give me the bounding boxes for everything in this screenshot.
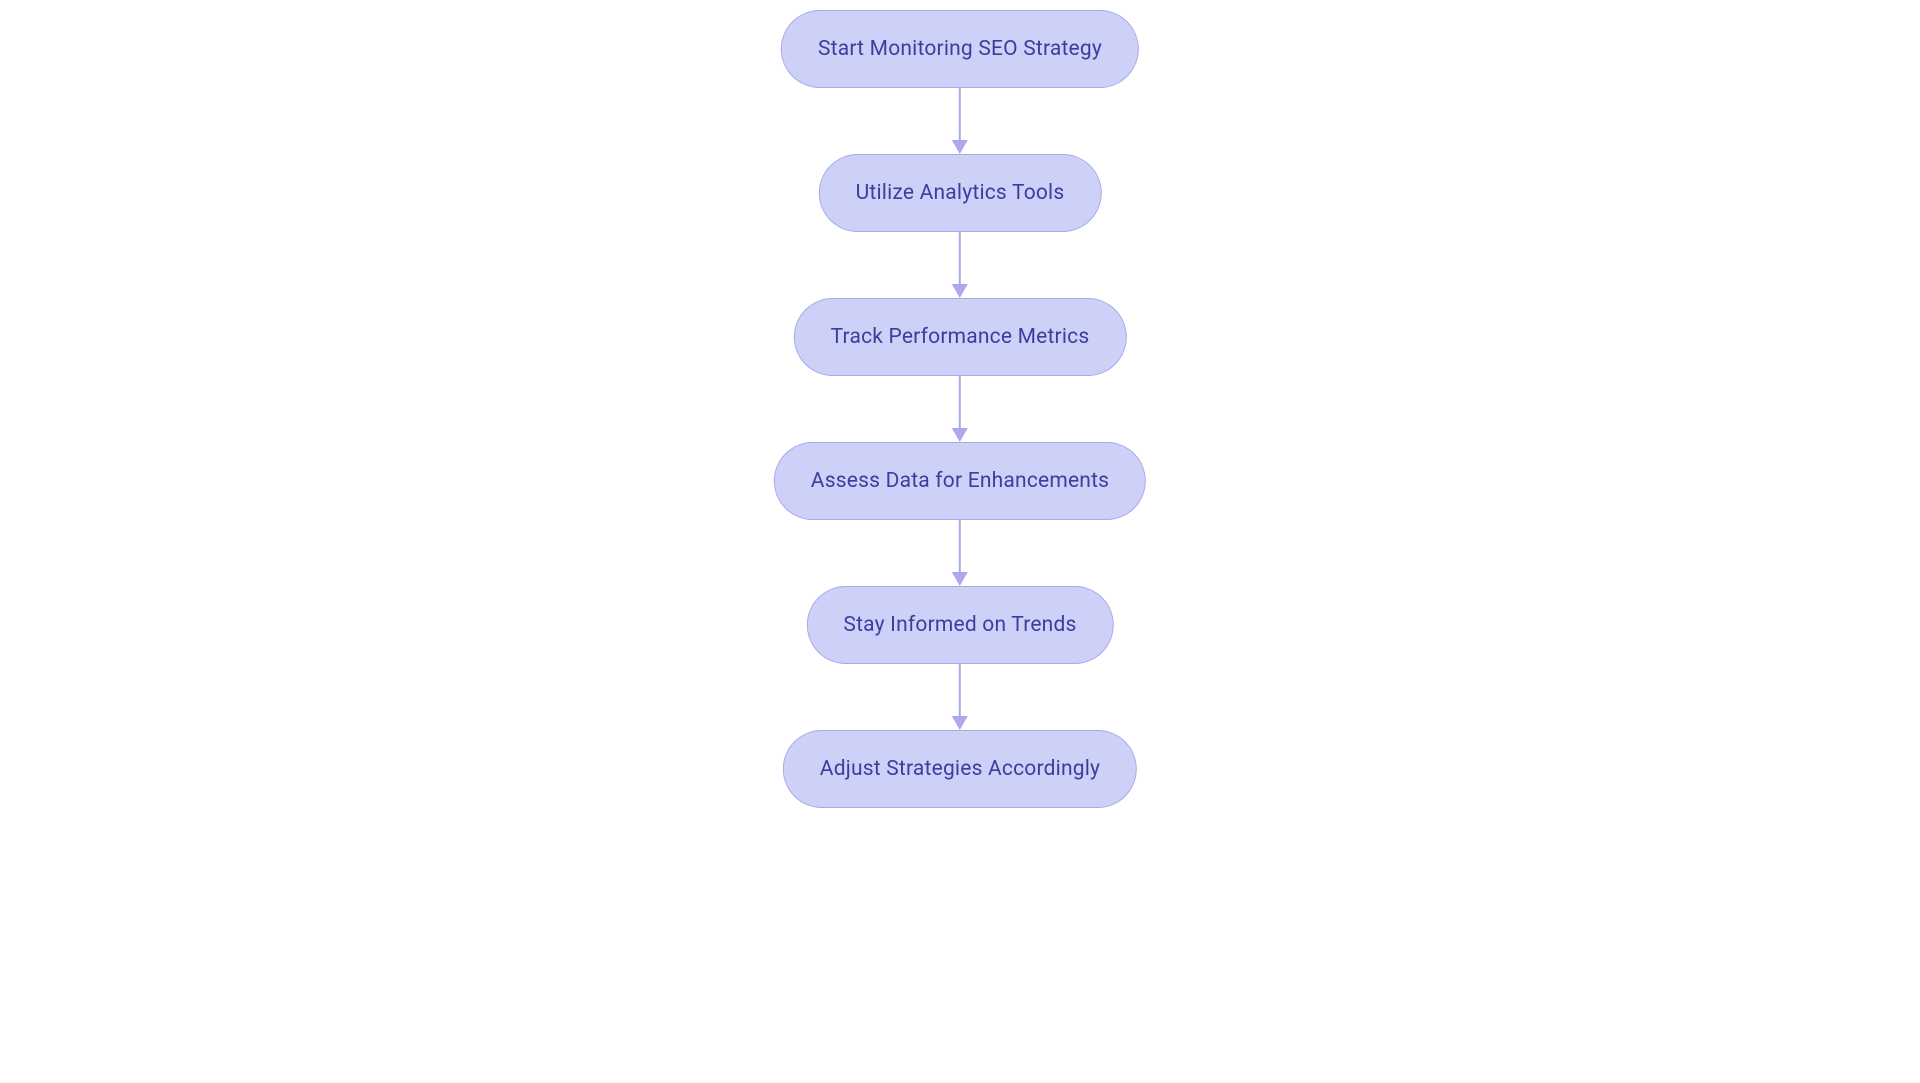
flowchart-node: Stay Informed on Trends (806, 586, 1113, 664)
arrow-head-icon (952, 284, 968, 298)
flowchart-arrow (952, 664, 968, 730)
node-label: Adjust Strategies Accordingly (820, 757, 1100, 781)
seo-flowchart: Start Monitoring SEO Strategy Utilize An… (774, 10, 1146, 808)
flowchart-node: Start Monitoring SEO Strategy (781, 10, 1139, 88)
node-label: Stay Informed on Trends (843, 613, 1076, 637)
arrow-line (959, 520, 961, 572)
flowchart-arrow (952, 520, 968, 586)
arrow-line (959, 232, 961, 284)
flowchart-node: Adjust Strategies Accordingly (783, 730, 1137, 808)
arrow-line (959, 376, 961, 428)
node-label: Utilize Analytics Tools (856, 181, 1065, 205)
flowchart-arrow (952, 88, 968, 154)
node-label: Assess Data for Enhancements (811, 469, 1109, 493)
node-label: Track Performance Metrics (831, 325, 1090, 349)
arrow-head-icon (952, 716, 968, 730)
arrow-line (959, 664, 961, 716)
arrow-head-icon (952, 140, 968, 154)
arrow-line (959, 88, 961, 140)
flowchart-node: Track Performance Metrics (794, 298, 1127, 376)
flowchart-arrow (952, 232, 968, 298)
arrow-head-icon (952, 572, 968, 586)
flowchart-node: Utilize Analytics Tools (819, 154, 1102, 232)
flowchart-node: Assess Data for Enhancements (774, 442, 1146, 520)
arrow-head-icon (952, 428, 968, 442)
flowchart-arrow (952, 376, 968, 442)
node-label: Start Monitoring SEO Strategy (818, 37, 1102, 61)
